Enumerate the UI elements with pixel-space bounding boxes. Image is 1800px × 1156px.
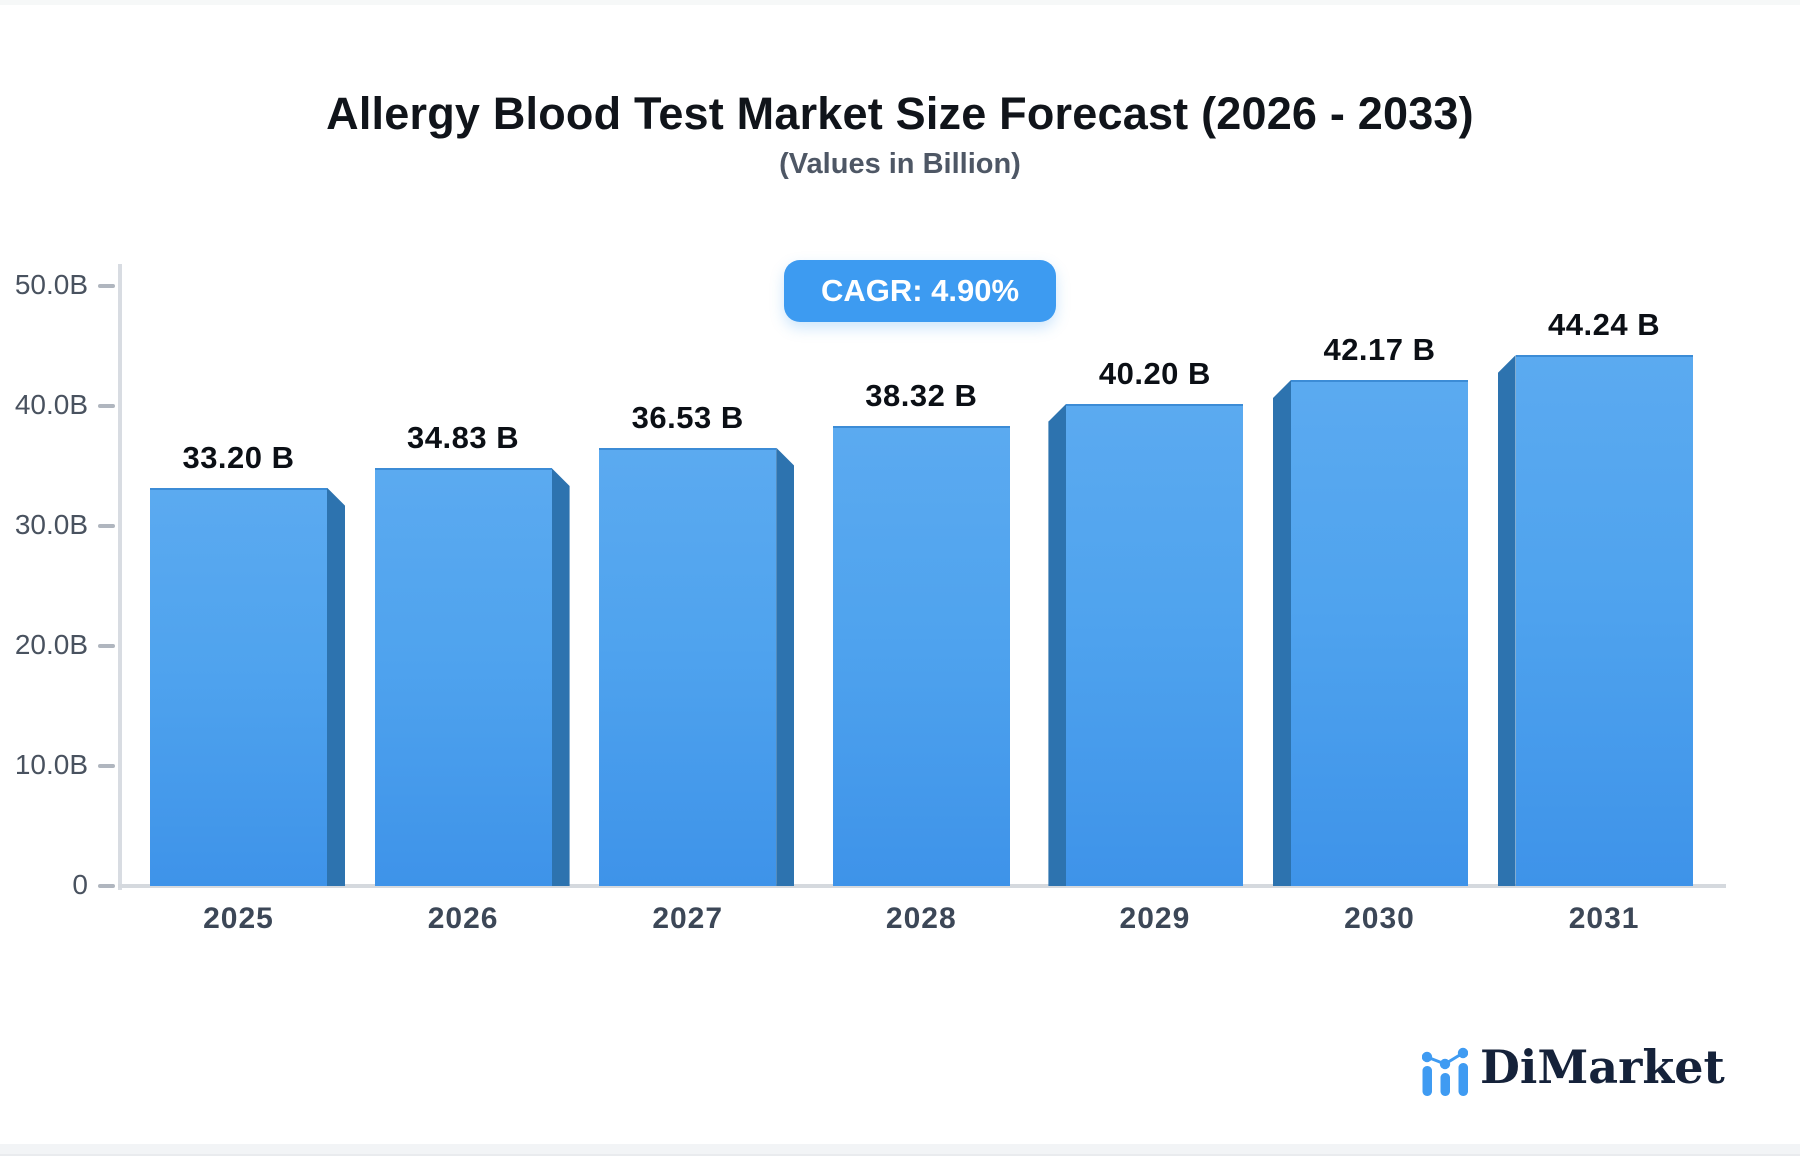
page-top-edge (0, 0, 1800, 5)
chart-title: Allergy Blood Test Market Size Forecast … (326, 88, 1474, 139)
y-axis-tick (98, 644, 115, 648)
bar-face (1515, 355, 1693, 886)
bar-face (599, 447, 777, 886)
bar-value-label: 42.17 B (1323, 331, 1436, 367)
x-axis-label-2031: 2031 (1568, 902, 1640, 935)
y-axis-label: 50.0B (14, 269, 88, 300)
bar-value-label: 34.83 B (407, 420, 520, 456)
bar-2029 (1048, 403, 1244, 886)
x-axis-label-2028: 2028 (885, 902, 957, 935)
y-axis-tick (98, 524, 115, 528)
bar-face (1066, 403, 1244, 886)
y-axis-label: 0 (72, 869, 88, 900)
y-axis-tick (98, 884, 115, 888)
bar-2028 (832, 426, 1010, 886)
bar-2031 (1497, 355, 1693, 886)
x-axis-label-2025: 2025 (203, 902, 274, 935)
bar-2027 (599, 447, 795, 886)
y-axis-tick (98, 284, 115, 288)
logo-text: DiMarket (1480, 1040, 1725, 1094)
y-axis-line (118, 264, 122, 890)
bar-side-3d (1048, 403, 1067, 886)
bar-chart-trend-icon (1422, 1047, 1468, 1096)
bar-side-3d (551, 468, 570, 886)
y-axis-tick (98, 404, 115, 408)
y-axis-label: 10.0B (14, 749, 88, 780)
bar-face (1291, 379, 1468, 886)
y-axis-label: 20.0B (14, 629, 88, 660)
bar-value-label: 44.24 B (1548, 307, 1661, 343)
x-axis-label-2029: 2029 (1119, 902, 1191, 935)
bar-value-label: 36.53 B (631, 399, 744, 435)
y-axis-tick (98, 764, 115, 768)
cagr-badge: CAGR: 4.90% (784, 260, 1056, 322)
bar-value-label: 33.20 B (182, 439, 295, 475)
bar-face (374, 468, 552, 886)
bar-face (832, 426, 1010, 886)
bar-side-3d (1497, 355, 1516, 886)
bar-side-3d (327, 487, 345, 886)
bar-side-3d (1273, 379, 1291, 886)
bar-2030 (1273, 379, 1468, 886)
x-axis-label-2027: 2027 (652, 902, 724, 935)
dimarket-logo: DiMarket (1422, 1044, 1725, 1098)
chart-subtitle: (Values in Billion) (779, 148, 1021, 180)
x-axis-label-2030: 2030 (1344, 902, 1415, 935)
bar-2026 (374, 468, 570, 886)
y-axis-label: 30.0B (14, 509, 88, 540)
x-axis-label-2026: 2026 (427, 902, 499, 935)
y-axis-label: 40.0B (14, 389, 88, 420)
bar-2025 (150, 487, 345, 886)
x-axis-line (118, 884, 1726, 888)
bar-face (150, 487, 327, 886)
bar-value-label: 40.20 B (1098, 355, 1211, 391)
bar-side-3d (776, 447, 795, 886)
page-bottom-edge (0, 1144, 1800, 1156)
bar-value-label: 38.32 B (865, 378, 978, 414)
